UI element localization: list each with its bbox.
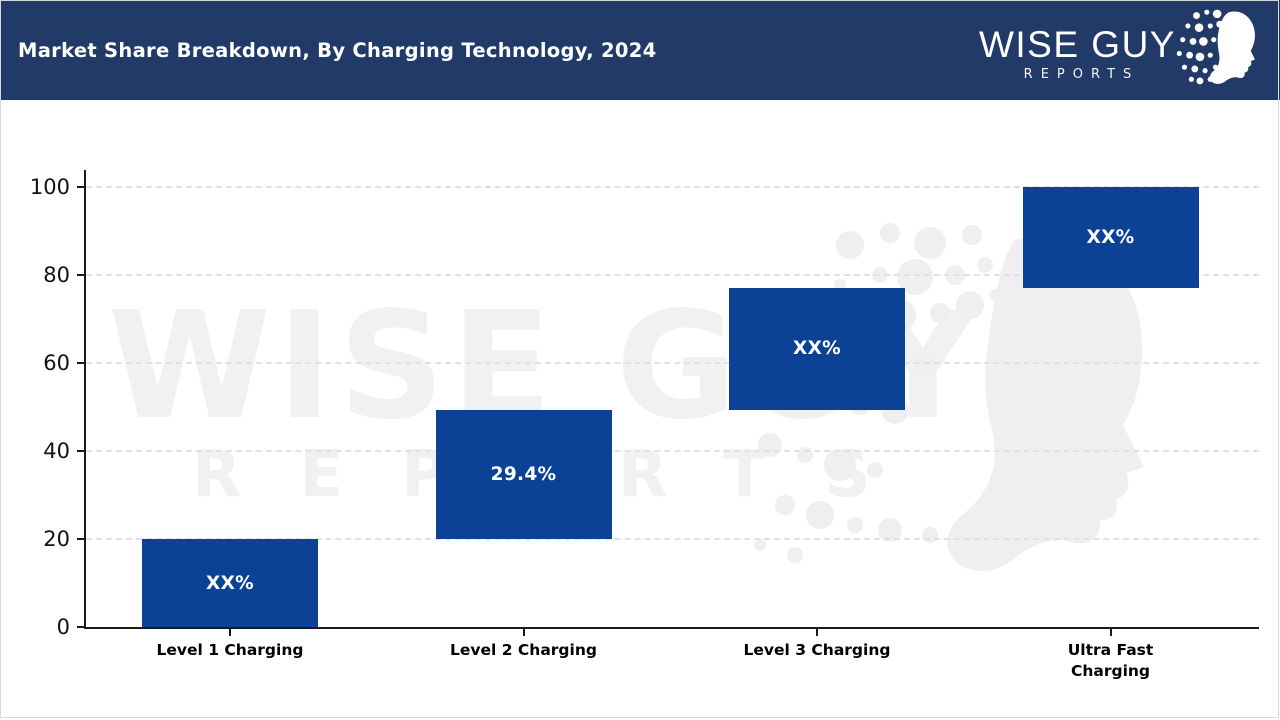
bar-value-label: 29.4% — [490, 463, 557, 485]
y-tick-mark — [77, 362, 85, 364]
x-axis-line — [84, 627, 1259, 629]
bar: XX% — [142, 539, 318, 627]
x-tick-mark — [229, 629, 231, 636]
y-axis-line — [84, 170, 86, 629]
y-tick-label: 0 — [56, 615, 70, 639]
gridline — [86, 274, 1259, 276]
plot-area: 0 20 40 60 80 100 XX% Level 1 Charging 29.4% Leve… — [0, 100, 1280, 720]
bar: XX% — [729, 288, 905, 410]
y-tick-label: 20 — [43, 527, 70, 551]
bar-value-label: XX% — [206, 572, 254, 594]
wiseguy-face-icon — [1176, 9, 1255, 85]
wiseguy-logo: WISE GUY REPORTS — [979, 6, 1266, 94]
gridline — [86, 538, 1259, 540]
x-tick-label: Level 1 Charging — [156, 641, 304, 659]
x-tick-label: Level 2 Charging — [450, 641, 597, 659]
chart-title: Market Share Breakdown, By Charging Tech… — [18, 38, 657, 62]
gridline — [86, 450, 1259, 452]
gridline — [86, 186, 1259, 188]
bar: XX% — [1022, 187, 1199, 289]
logo-text: WISE GUY REPORTS — [979, 24, 1176, 82]
y-tick-label: 60 — [43, 351, 70, 375]
gridline — [86, 362, 1259, 364]
chart-area: WISE GUY REPORTS — [0, 100, 1280, 720]
x-tick-mark — [816, 629, 818, 636]
x-tick-label: Level 3 Charging — [743, 641, 891, 659]
logo-subtitle: REPORTS — [1023, 67, 1140, 82]
y-tick-label: 40 — [43, 439, 70, 463]
bar-value-label: XX% — [793, 338, 841, 360]
y-tick-mark — [77, 626, 85, 628]
y-tick-mark — [77, 450, 85, 452]
x-tick-label: Ultra Fast Charging — [1067, 641, 1154, 680]
x-tick-mark — [522, 629, 525, 636]
y-tick-mark — [77, 186, 85, 188]
y-tick-mark — [77, 274, 85, 276]
y-tick-mark — [77, 538, 85, 540]
header-banner: Market Share Breakdown, By Charging Tech… — [0, 0, 1280, 100]
bar: 29.4% — [435, 409, 612, 539]
bar-value-label: XX% — [1086, 227, 1135, 249]
x-tick-mark — [1109, 629, 1112, 636]
y-tick-label: 80 — [43, 263, 70, 287]
y-tick-label: 100 — [29, 175, 70, 199]
logo-wordmark: WISE GUY — [978, 24, 1176, 65]
